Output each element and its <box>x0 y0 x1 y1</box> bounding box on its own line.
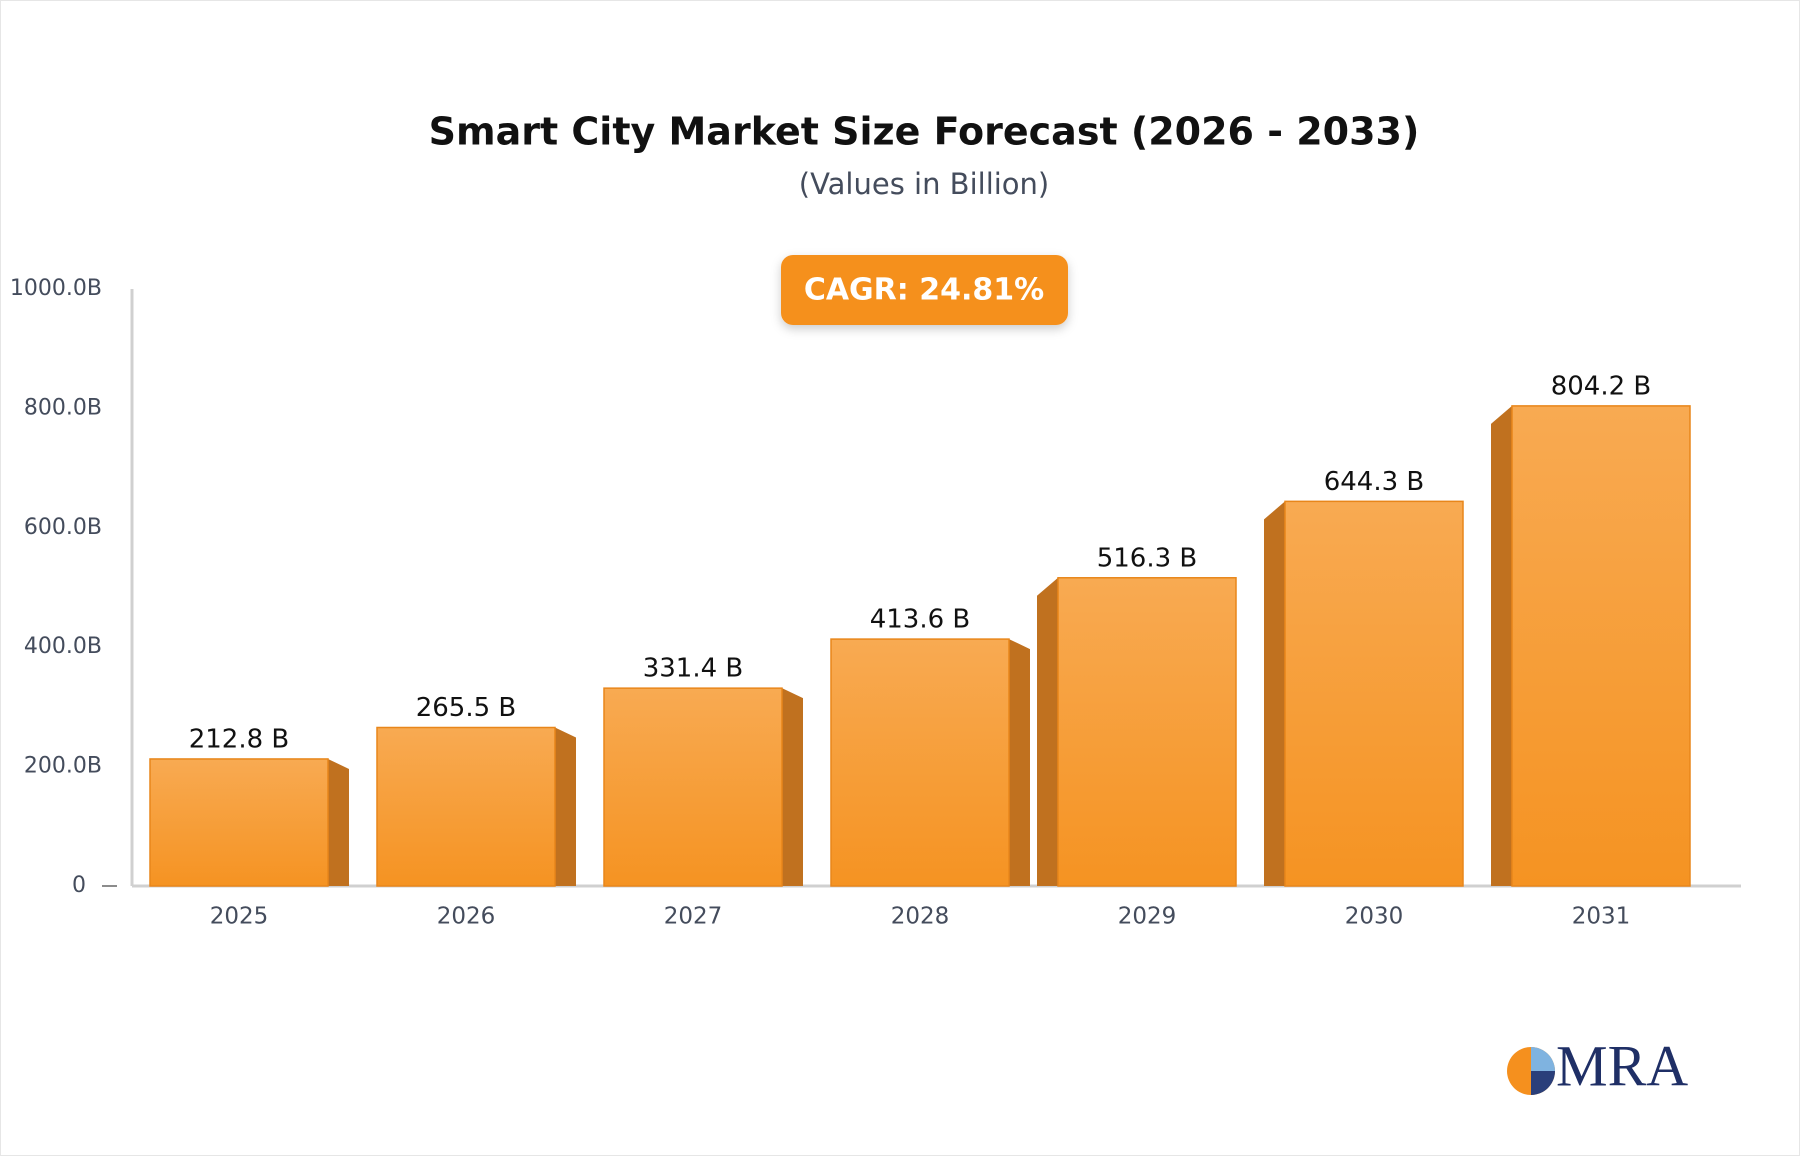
bar <box>376 726 556 887</box>
value-label: 212.8 B <box>189 724 290 754</box>
cagr-badge <box>781 255 1068 325</box>
x-tick-label: 2031 <box>1572 904 1631 930</box>
bar <box>149 758 329 887</box>
value-label: 331.4 B <box>643 654 744 684</box>
bar-side <box>1491 405 1512 886</box>
bar <box>1284 500 1464 887</box>
y-tick-label: 0 <box>72 873 86 898</box>
x-tick-label: 2027 <box>664 904 723 930</box>
bar-side <box>1264 501 1285 886</box>
logo-text: MRA <box>1556 1033 1688 1098</box>
bar-side <box>555 727 576 886</box>
x-tick-label: 2030 <box>1345 904 1404 930</box>
x-tick-label: 2026 <box>437 904 496 930</box>
value-label: 413.6 B <box>870 605 971 635</box>
y-tick-label: 800.0B <box>24 395 102 420</box>
logo-icon <box>1531 1047 1555 1071</box>
chart-title: Smart City Market Size Forecast (2026 - … <box>429 110 1420 154</box>
bar-side <box>1037 577 1058 886</box>
y-tick-label: 600.0B <box>24 515 102 540</box>
value-label: 804.2 B <box>1551 371 1652 401</box>
bar-side <box>328 758 349 886</box>
value-label: 265.5 B <box>416 693 517 723</box>
bar-side <box>782 688 803 886</box>
bar <box>1511 405 1691 887</box>
cagr-text: CAGR: 24.81% <box>804 273 1044 308</box>
bar <box>603 687 783 887</box>
chart-subtitle: (Values in Billion) <box>799 167 1050 201</box>
bar <box>1057 577 1237 887</box>
logo: MRA <box>1507 1033 1688 1098</box>
value-label: 516.3 B <box>1097 543 1198 573</box>
x-tick-label: 2028 <box>891 904 950 930</box>
y-tick-label: 1000.0B <box>10 276 102 301</box>
x-tick-label: 2029 <box>1118 904 1177 930</box>
value-label: 644.3 B <box>1324 467 1425 497</box>
y-tick-label: 200.0B <box>24 754 102 779</box>
y-tick-label: 400.0B <box>24 634 102 659</box>
x-tick-label: 2025 <box>210 904 269 930</box>
bar-side <box>1009 639 1030 886</box>
bar <box>830 638 1010 887</box>
logo-icon <box>1531 1071 1555 1095</box>
